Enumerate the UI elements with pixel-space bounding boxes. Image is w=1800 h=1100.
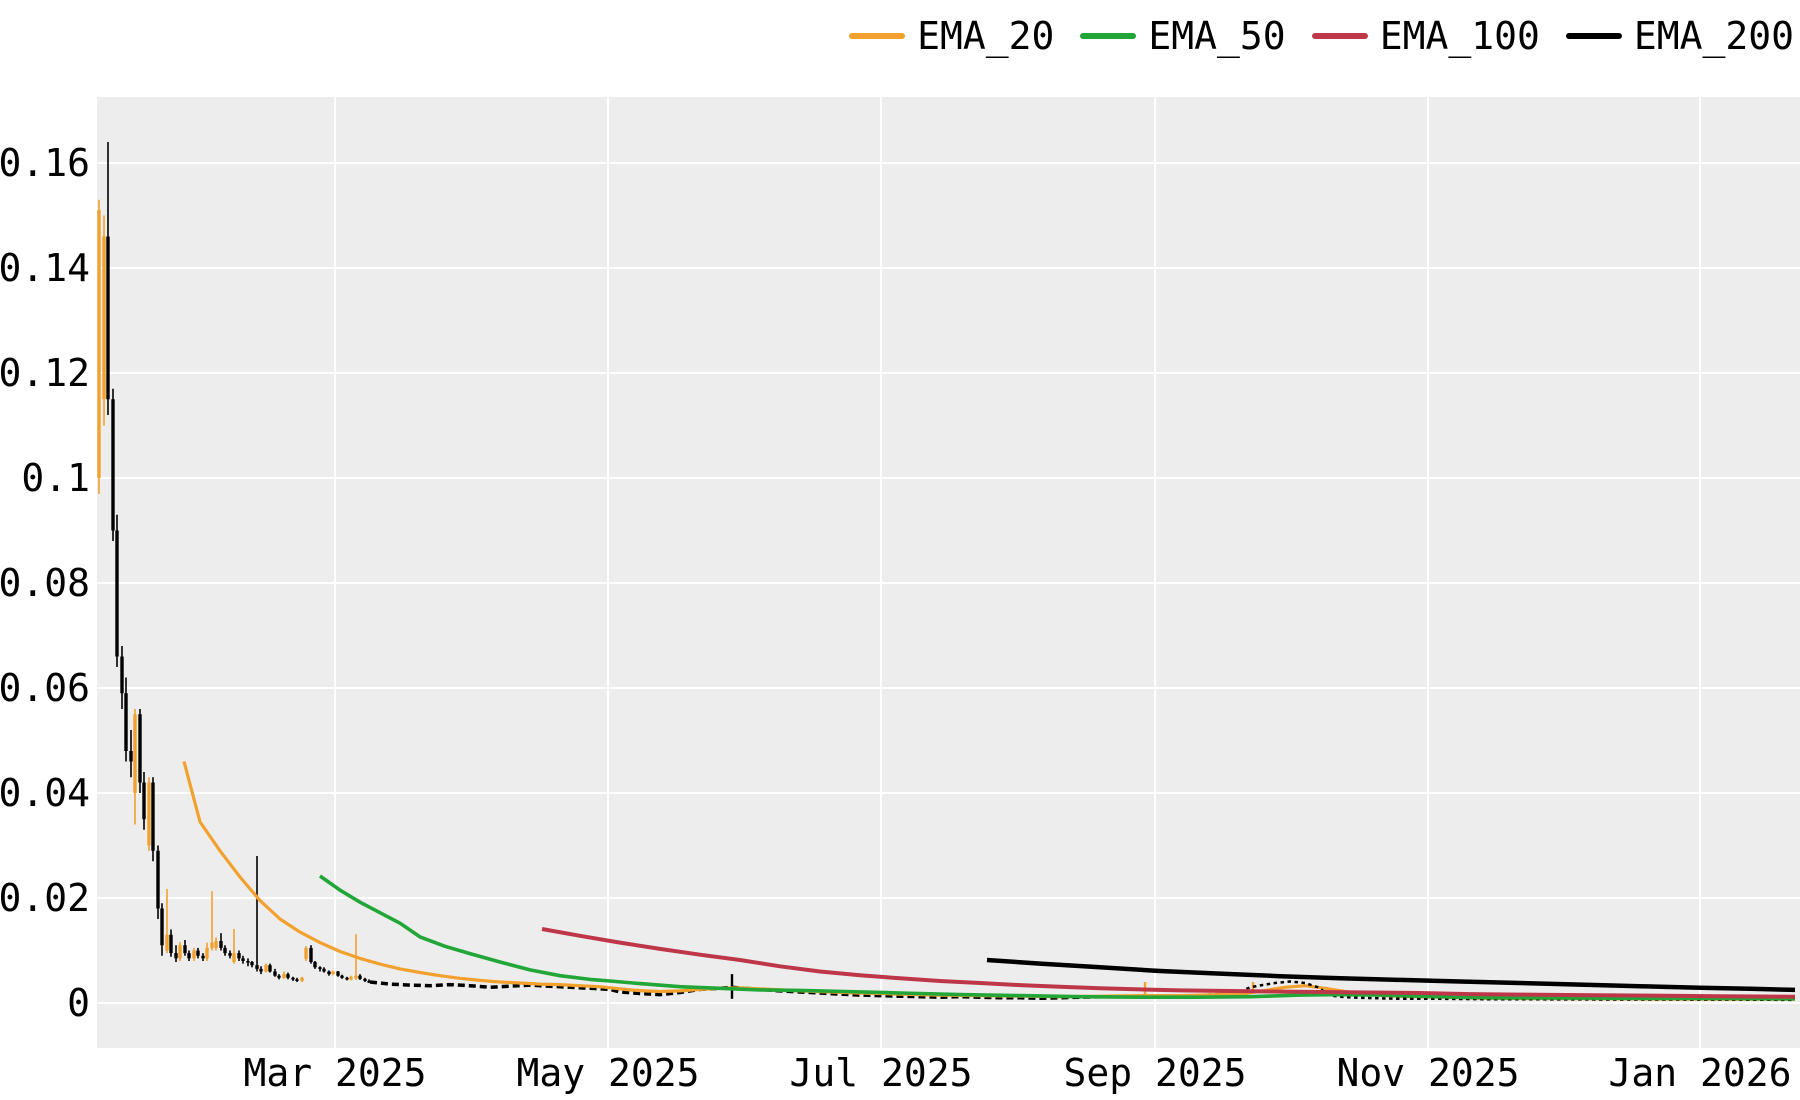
candle-body xyxy=(259,968,263,972)
y-tick-label: 0 xyxy=(67,981,90,1025)
y-tick-label: 0.04 xyxy=(0,771,90,815)
y-tick-label: 0.12 xyxy=(0,351,90,395)
y-tick-label: 0.1 xyxy=(21,456,90,500)
y-tick-label: 0.14 xyxy=(0,246,90,290)
candle-body xyxy=(160,908,164,946)
candle-body xyxy=(241,958,245,961)
legend-label: EMA_20 xyxy=(917,14,1055,58)
ema-200-line xyxy=(986,957,1796,993)
y-tick-label: 0.06 xyxy=(0,666,90,710)
candle-body xyxy=(178,945,182,959)
x-tick-label: Sep 2025 xyxy=(1063,1051,1246,1095)
candle-body xyxy=(187,953,191,959)
candle-body xyxy=(313,962,317,968)
candle-body xyxy=(286,974,290,978)
x-tick-label: Mar 2025 xyxy=(243,1051,426,1095)
candle-body xyxy=(120,656,124,694)
candle-body xyxy=(282,974,286,978)
legend-item-ema-20: EMA_20 xyxy=(849,14,1054,58)
candle-body xyxy=(129,751,133,762)
legend-item-ema-200: EMA_200 xyxy=(1565,14,1794,58)
candle-body xyxy=(97,210,101,478)
candle-body xyxy=(165,934,169,951)
candle-body xyxy=(295,979,299,981)
legend-swatch xyxy=(1311,33,1368,39)
candle-body xyxy=(354,975,358,979)
candle-body xyxy=(201,955,205,959)
candle-body xyxy=(273,971,277,976)
candle-body xyxy=(223,947,227,954)
candle-body xyxy=(111,399,115,531)
candle-body xyxy=(138,714,142,783)
candle-body xyxy=(115,530,119,657)
candle-body xyxy=(142,782,146,820)
candle-body xyxy=(147,782,151,846)
candle-body xyxy=(196,950,200,956)
candle-body xyxy=(232,953,236,963)
candle-body xyxy=(358,975,362,979)
candle-body xyxy=(300,977,304,981)
candle-body xyxy=(291,977,295,980)
candle-body xyxy=(133,714,137,793)
candle-body xyxy=(192,950,196,959)
legend-swatch xyxy=(849,33,906,39)
candle-body xyxy=(156,850,160,909)
candle-body xyxy=(340,975,344,978)
candle-body xyxy=(318,967,322,969)
candle-body xyxy=(210,942,214,948)
candle-body xyxy=(237,953,241,959)
candle-body xyxy=(304,947,308,959)
candle-body xyxy=(174,953,178,959)
candle-body xyxy=(268,965,272,972)
candle-body xyxy=(169,934,173,954)
x-tick-label: May 2025 xyxy=(516,1051,699,1095)
y-tick-label: 0.08 xyxy=(0,561,90,605)
candle-body xyxy=(124,693,128,751)
legend-label: EMA_50 xyxy=(1148,14,1286,58)
candle-body xyxy=(183,945,187,954)
candle-body xyxy=(363,978,367,981)
candle-body xyxy=(336,971,340,976)
y-tick-label: 0.02 xyxy=(0,876,90,920)
candle-body xyxy=(367,980,371,983)
candle-body xyxy=(331,971,335,975)
y-tick-label: 0.16 xyxy=(0,141,90,185)
candle-body xyxy=(102,236,106,400)
candle-body xyxy=(322,968,326,972)
legend-swatch xyxy=(1080,33,1137,39)
candle-body xyxy=(214,941,218,948)
candle-body xyxy=(219,941,223,948)
legend-item-ema-100: EMA_100 xyxy=(1311,14,1540,58)
candle-body xyxy=(250,962,254,966)
legend-label: EMA_200 xyxy=(1633,14,1794,58)
legend-swatch xyxy=(1565,33,1622,39)
candle-body xyxy=(277,975,281,978)
ema-50-line xyxy=(318,874,1796,1001)
legend: EMA_20 EMA_50 EMA_100 EMA_200 xyxy=(849,12,1794,60)
plot-background xyxy=(97,97,1800,1048)
candle-body xyxy=(106,236,110,400)
candle-body xyxy=(345,977,349,980)
candle-body xyxy=(349,976,353,980)
candle-body xyxy=(327,971,331,975)
candle-body xyxy=(151,782,155,851)
candle-body xyxy=(205,947,209,959)
candle-body xyxy=(228,953,232,956)
candle-body xyxy=(309,947,313,963)
x-tick-label: Jul 2025 xyxy=(789,1051,972,1095)
candle-body xyxy=(246,961,250,963)
x-tick-label: Jan 2026 xyxy=(1608,1051,1791,1095)
candle-body xyxy=(255,965,259,969)
candle-body xyxy=(264,965,268,972)
ema-100-line xyxy=(541,927,1796,999)
legend-label: EMA_100 xyxy=(1379,14,1540,58)
x-tick-label: Nov 2025 xyxy=(1336,1051,1519,1095)
legend-item-ema-50: EMA_50 xyxy=(1080,14,1286,58)
